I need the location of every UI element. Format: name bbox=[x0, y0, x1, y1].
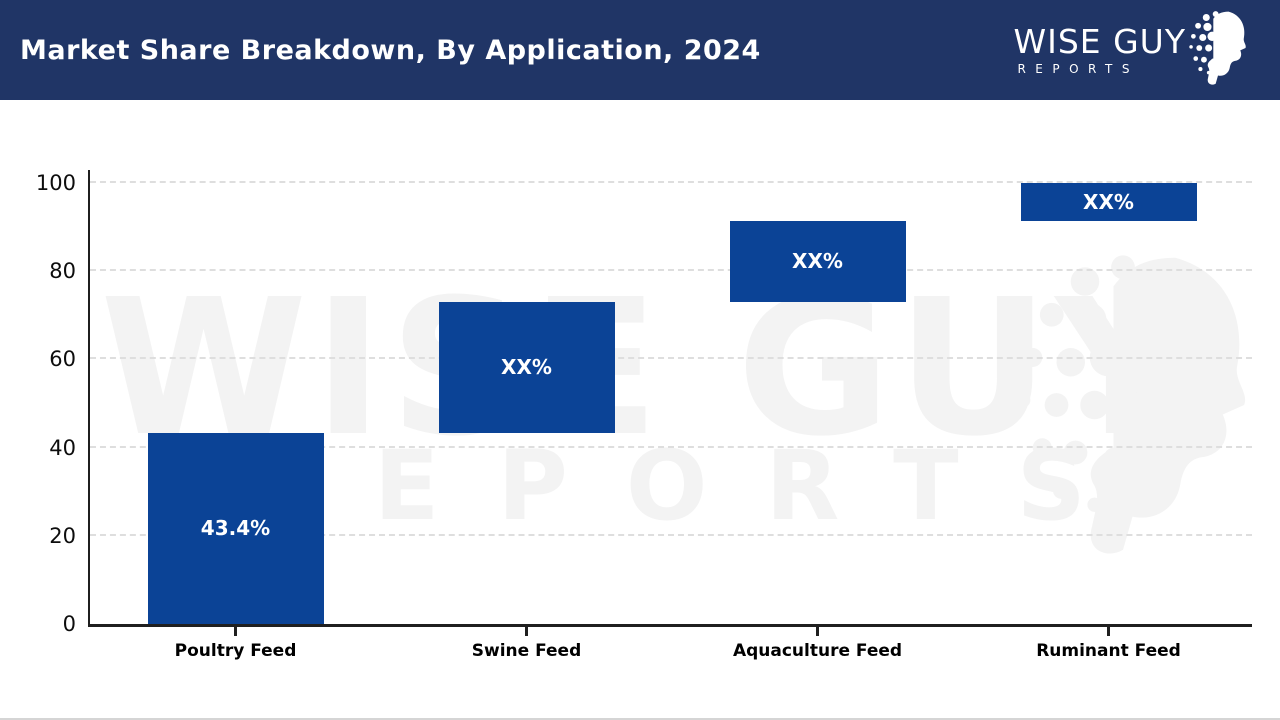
ytick-label-80: 80 bbox=[49, 259, 76, 284]
ytick-label-40: 40 bbox=[49, 435, 76, 460]
ytick-label-0: 0 bbox=[62, 612, 76, 636]
wise-guy-reports-logo: WISE GUY REPORTS bbox=[1013, 7, 1254, 93]
bar-value-label: XX% bbox=[792, 249, 843, 274]
ytick-label-20: 20 bbox=[49, 523, 76, 548]
gridline-y80 bbox=[90, 269, 1252, 272]
xtick-4 bbox=[1107, 627, 1110, 636]
xtick-1 bbox=[234, 627, 237, 636]
category-label-aquaculture-feed: Aquaculture Feed bbox=[732, 641, 903, 661]
category-label-poultry-feed: Poultry Feed bbox=[174, 641, 297, 661]
gridline-y40 bbox=[90, 445, 1252, 448]
bar-value-label: XX% bbox=[501, 355, 552, 380]
gridline-y60 bbox=[90, 357, 1252, 360]
bar-aquaculture-feed: XX% bbox=[729, 220, 906, 302]
logo-face-icon bbox=[1182, 7, 1254, 93]
xtick-3 bbox=[816, 627, 819, 636]
logo-subtext: REPORTS bbox=[1017, 61, 1139, 76]
bar-value-label: XX% bbox=[1083, 189, 1134, 214]
xtick-2 bbox=[525, 627, 528, 636]
watermark-subtext: REPORTS bbox=[242, 430, 1144, 542]
watermark-wordmark: WISE GUY bbox=[100, 259, 1198, 478]
gridline-y20 bbox=[90, 533, 1252, 536]
plot-area: 0 20 40 60 80 100 43.4% Poultry Feed XX% Swine Fe… bbox=[36, 170, 1252, 661]
logo-wordmark: WISE GUY bbox=[1013, 21, 1186, 61]
ytick-label-60: 60 bbox=[49, 347, 76, 372]
bar-value-label: 43.4% bbox=[200, 516, 271, 541]
logo-text: WISE GUY REPORTS bbox=[1013, 25, 1186, 76]
ytick-label-100: 100 bbox=[35, 171, 76, 195]
category-label-ruminant-feed: Ruminant Feed bbox=[1036, 641, 1181, 661]
bar-ruminant-feed: XX% bbox=[1020, 183, 1197, 221]
gridline-y100 bbox=[90, 181, 1252, 183]
page-title: Market Share Breakdown, By Application, … bbox=[20, 34, 761, 66]
category-label-swine-feed: Swine Feed bbox=[471, 641, 582, 661]
chart-canvas: WISE GUY REPORTS 0 20 40 60 80 100 43.4% Poultr… bbox=[0, 100, 1280, 718]
header-bar: Market Share Breakdown, By Application, … bbox=[0, 0, 1280, 100]
bar-swine-feed: XX% bbox=[438, 301, 615, 433]
bottom-border bbox=[0, 718, 1280, 720]
bar-poultry-feed: 43.4% bbox=[147, 432, 324, 624]
